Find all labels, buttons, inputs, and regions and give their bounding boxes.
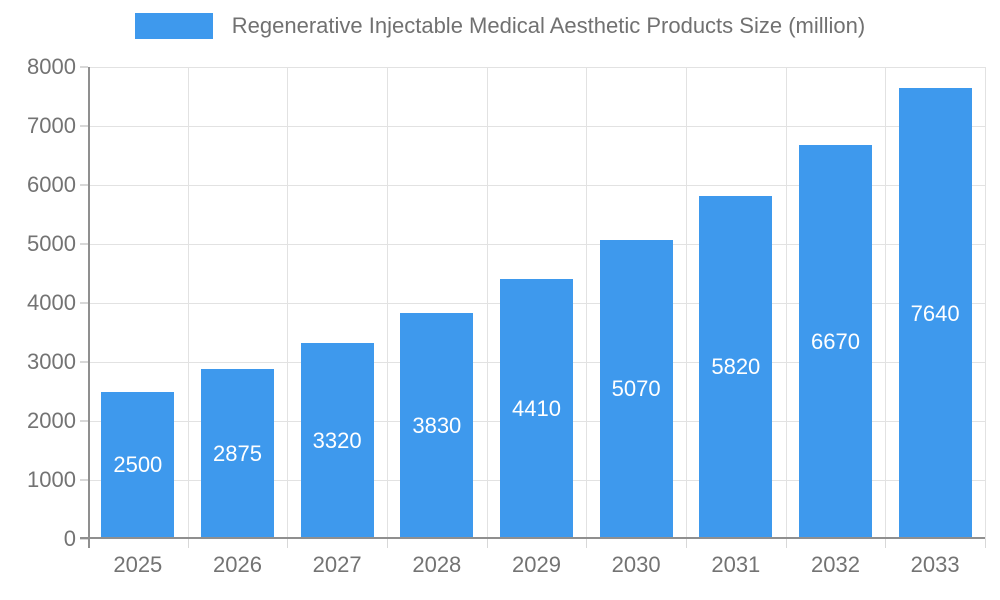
bar	[101, 391, 175, 539]
legend: Regenerative Injectable Medical Aestheti…	[0, 13, 1000, 39]
y-tick-label: 2000	[27, 408, 76, 433]
x-tick-label: 2026	[213, 552, 262, 577]
x-grid-line	[287, 67, 289, 539]
y-tick	[80, 361, 88, 363]
y-tick-label: 4000	[27, 290, 76, 315]
y-grid-line	[88, 244, 985, 245]
y-tick-label: 8000	[27, 54, 76, 79]
y-grid-line	[88, 185, 985, 186]
x-tick-label: 2027	[312, 552, 362, 577]
x-tick	[387, 539, 388, 548]
x-tick-label: 2032	[811, 552, 860, 577]
x-tick	[885, 539, 887, 548]
x-tick	[586, 539, 588, 548]
y-tick-label: 0	[63, 526, 76, 551]
bar	[699, 195, 773, 539]
x-tick-label: 2028	[412, 552, 462, 577]
bar	[400, 313, 474, 539]
legend-label: Regenerative Injectable Medical Aestheti…	[231, 13, 866, 38]
y-tick	[80, 479, 88, 481]
x-tick-label: 2029	[512, 552, 561, 577]
y-tick-label: 7000	[27, 113, 76, 138]
x-grid-line	[187, 67, 189, 539]
y-tick-label: 1000	[27, 467, 76, 492]
x-tick	[486, 539, 488, 548]
y-tick	[80, 125, 88, 127]
y-tick-label: 5000	[27, 231, 76, 256]
y-tick	[80, 184, 88, 186]
x-grid-line	[387, 67, 388, 539]
bar	[201, 369, 274, 539]
bar	[799, 145, 872, 539]
plot-area: 0 1000 2000 3000 4000 5000 6000 7000 8000 2500 202…	[27, 54, 986, 577]
x-tick-label: 2025	[113, 552, 163, 577]
x-tick	[187, 539, 189, 548]
y-tick-label: 3000	[27, 349, 76, 374]
x-grid-line	[885, 67, 887, 539]
x-tick	[287, 539, 289, 548]
bar	[300, 343, 374, 539]
y-axis-line	[88, 67, 90, 548]
bar-value-label: 5070	[611, 376, 661, 402]
x-tick	[785, 539, 787, 548]
x-axis-line	[80, 537, 985, 539]
y-tick	[80, 243, 88, 245]
x-grid-line	[785, 67, 787, 539]
bar-value-label: 3830	[412, 413, 462, 438]
x-tick-label: 2031	[711, 552, 761, 577]
bar-value-label: 3320	[312, 428, 362, 454]
bar-value-label: 7640	[910, 300, 960, 326]
bar-value-label: 6670	[811, 329, 860, 355]
x-tick-label: 2033	[910, 552, 960, 577]
y-tick	[80, 66, 88, 68]
bar	[898, 88, 972, 539]
x-tick	[985, 539, 986, 548]
x-grid-line	[586, 67, 588, 539]
y-grid-line	[88, 67, 985, 68]
bar	[599, 239, 673, 539]
bar-value-label: 2875	[213, 441, 262, 467]
bar	[500, 278, 573, 539]
x-grid-line	[486, 67, 488, 539]
x-tick-label: 2030	[611, 552, 661, 577]
y-tick	[80, 420, 88, 422]
y-tick	[80, 302, 88, 304]
x-grid-line	[985, 67, 986, 539]
y-tick-label: 6000	[27, 172, 76, 197]
x-grid-line	[686, 67, 687, 539]
bar-value-label: 4410	[512, 395, 561, 421]
y-grid-line	[88, 126, 985, 127]
bar-value-label: 2500	[113, 452, 163, 478]
bar-value-label: 5820	[711, 354, 761, 380]
y-tick	[80, 538, 88, 540]
x-tick	[686, 539, 687, 548]
legend-swatch	[134, 13, 213, 39]
